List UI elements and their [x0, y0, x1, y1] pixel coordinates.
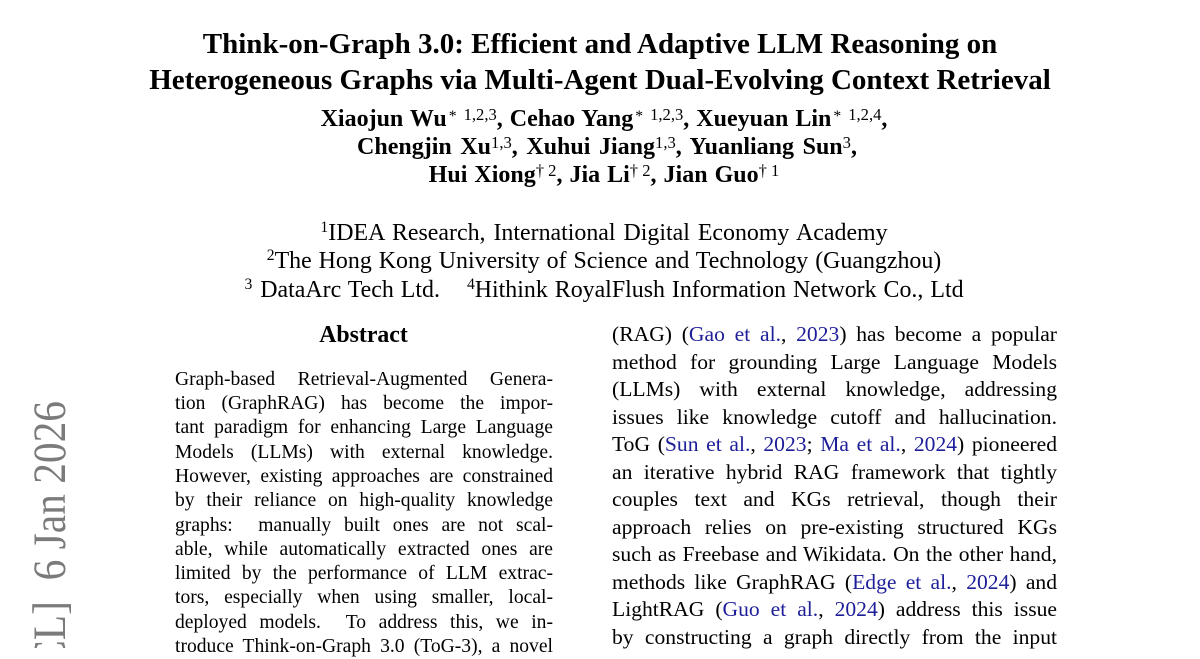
svg-text:arXiv:2601.03314v1 [cs.CL] 6: arXiv:2601.03314v1 [cs.CL] 6 Jan 2026 — [24, 401, 76, 648]
